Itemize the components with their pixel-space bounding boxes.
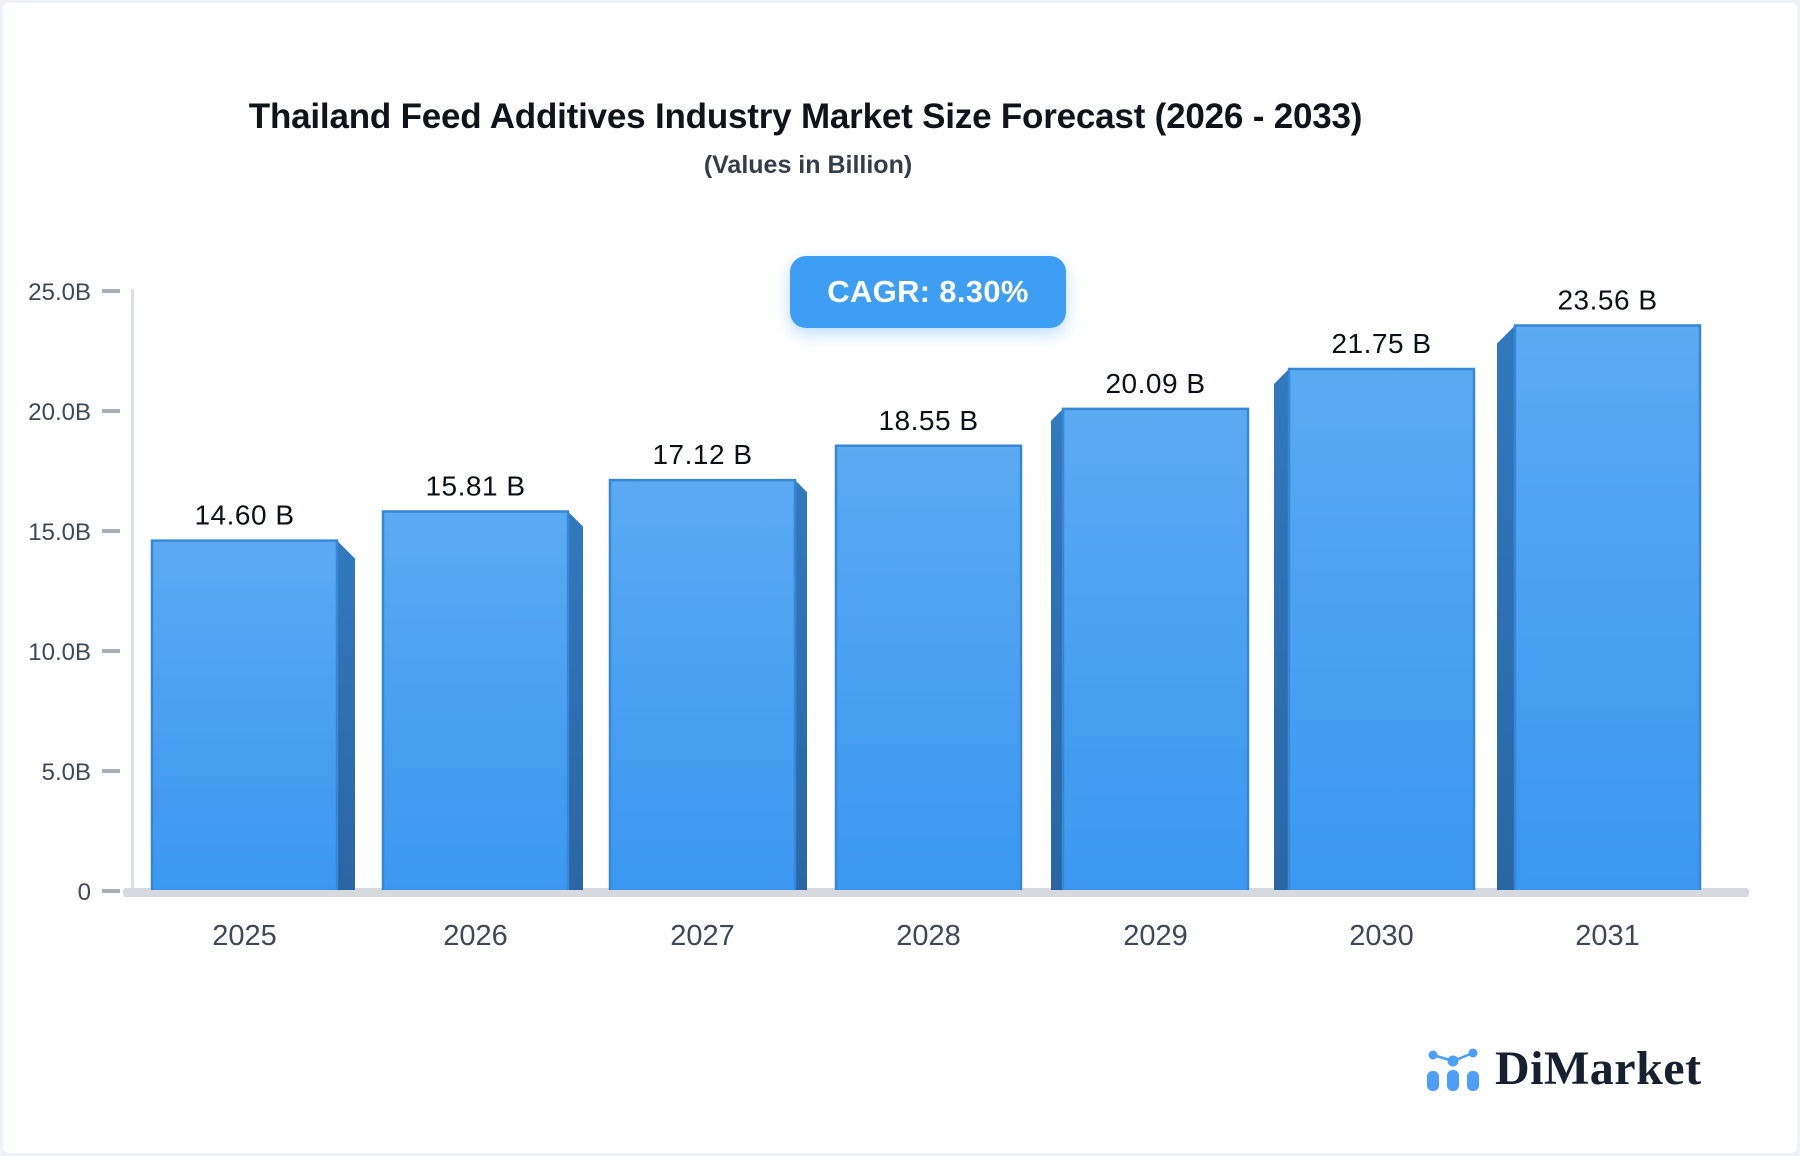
- x-axis-label: 2029: [1123, 920, 1188, 952]
- y-tick-label: 25.0B: [28, 279, 91, 306]
- bar: [1063, 408, 1248, 890]
- bar-side-face: [568, 511, 583, 890]
- dimarket-chart-icon: [1427, 1048, 1479, 1091]
- x-axis-label: 2025: [212, 920, 277, 952]
- bar: [1289, 369, 1474, 890]
- chart-title: Thailand Feed Additives Industry Market …: [248, 97, 1363, 136]
- cagr-badge: CAGR: 8.30%: [790, 256, 1066, 328]
- x-axis-label: 2028: [896, 920, 961, 952]
- bar-edge: [1513, 324, 1702, 890]
- y-tick-label: 20.0B: [28, 399, 91, 426]
- bar-edge: [1061, 407, 1250, 890]
- bar-side-face: [337, 540, 355, 890]
- bar: [383, 511, 568, 890]
- bar: [1515, 325, 1700, 890]
- x-axis-line: [123, 888, 1749, 897]
- chart-card: Thailand Feed Additives Industry Market …: [3, 3, 1797, 1153]
- cagr-badge-label: CAGR: 8.30%: [827, 274, 1029, 309]
- bar-edge: [834, 444, 1023, 890]
- bar-value-label: 18.55 B: [878, 405, 978, 436]
- bar-value-label: 17.12 B: [652, 439, 752, 470]
- bar-edge: [150, 539, 339, 890]
- bar-side-face: [1274, 369, 1289, 890]
- bar-edge: [608, 478, 797, 890]
- y-tick-label: 0: [78, 879, 91, 906]
- x-axis-label: 2027: [670, 920, 735, 952]
- bar-edge: [381, 510, 570, 890]
- bar-side-face: [1051, 408, 1063, 890]
- bar-value-label: 14.60 B: [194, 500, 294, 531]
- brand-name: DiMarket: [1495, 1042, 1702, 1095]
- bar-value-label: 15.81 B: [425, 471, 525, 502]
- bar-value-label: 21.75 B: [1331, 328, 1431, 359]
- bar-value-label: 20.09 B: [1105, 368, 1205, 399]
- bar: [836, 445, 1021, 890]
- bar-edge: [1287, 367, 1476, 890]
- chart-subtitle: (Values in Billion): [703, 151, 913, 179]
- x-axis-label: 2030: [1349, 920, 1414, 952]
- y-tick-label: 5.0B: [42, 759, 91, 786]
- x-axis-label: 2031: [1575, 920, 1640, 952]
- bar-value-label: 23.56 B: [1557, 285, 1657, 316]
- bar: [152, 540, 337, 890]
- bar-side-face: [1497, 325, 1515, 890]
- bar-side-face: [795, 480, 807, 890]
- bar: [610, 480, 795, 890]
- brand-logo: DiMarket: [1427, 1045, 1702, 1093]
- y-tick-label: 10.0B: [28, 639, 91, 666]
- bar-chart-canvas: 0 5.0B 10.0B 15.0B 20.0B 25.0B 14.60 B 2025 15.8…: [28, 279, 1749, 952]
- y-tick-label: 15.0B: [28, 519, 91, 546]
- x-axis-label: 2026: [443, 920, 508, 952]
